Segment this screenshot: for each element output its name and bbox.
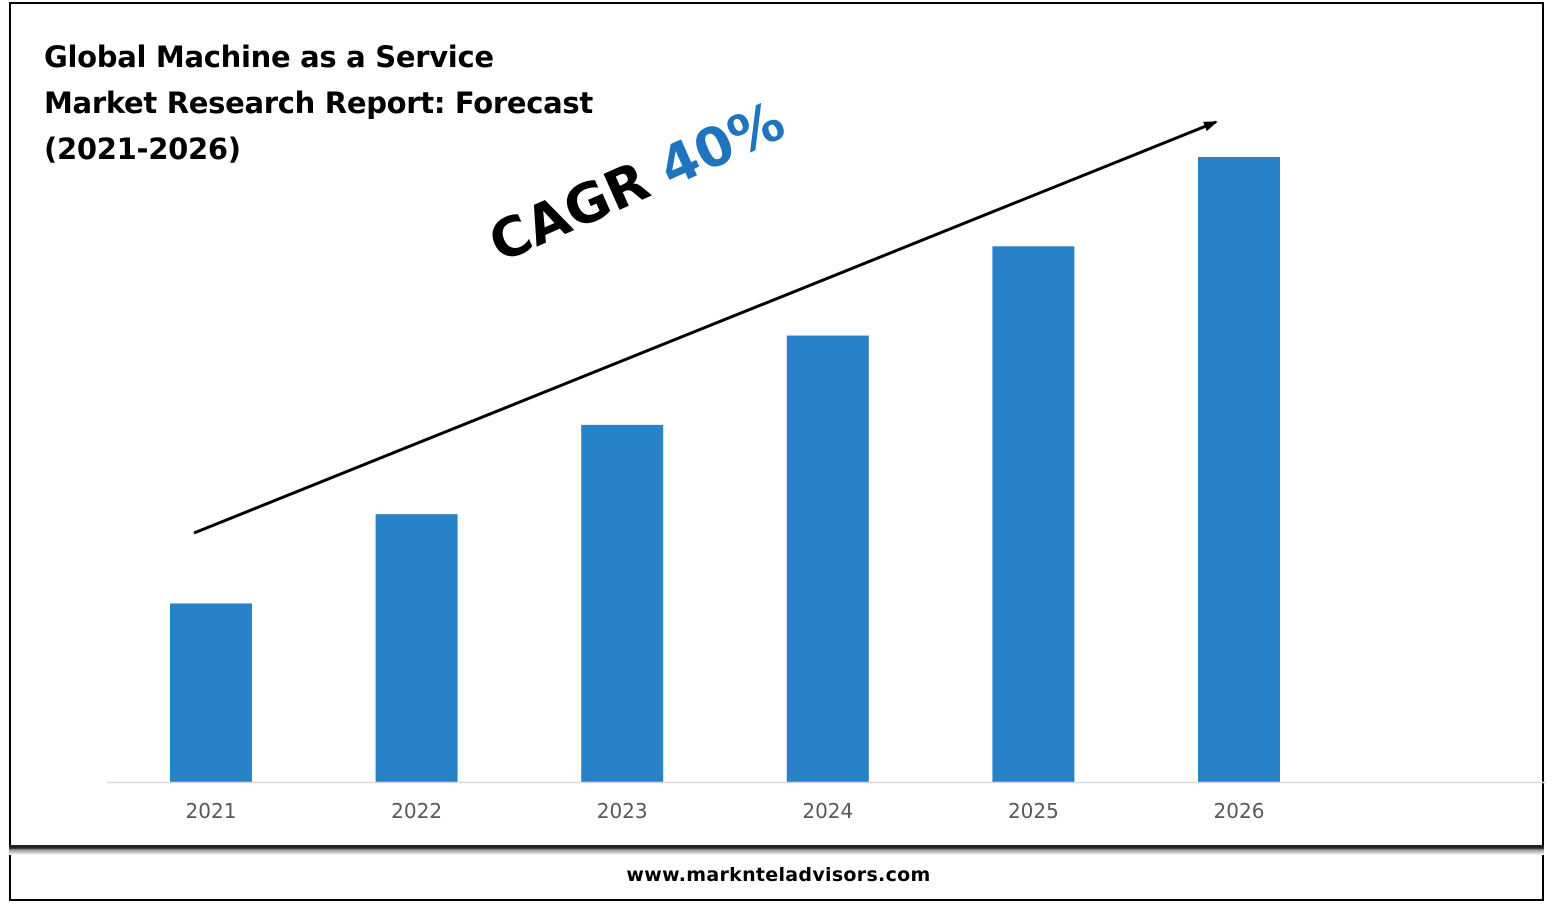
bar-2024: [786, 335, 869, 782]
bar-2022: [375, 514, 458, 782]
footer-url: www.marknteladvisors.com: [626, 864, 931, 886]
x-tick-label-2022: 2022: [391, 799, 442, 823]
x-tick-label-2021: 2021: [186, 799, 237, 823]
bar-2023: [581, 424, 664, 782]
x-tick-label-2023: 2023: [597, 799, 648, 823]
footer-divider: [9, 845, 1544, 855]
trend-arrow: [193, 120, 1218, 535]
bar-2021: [170, 603, 252, 782]
x-tick-label-2025: 2025: [1008, 799, 1059, 823]
bar-2026: [1198, 157, 1280, 782]
title-line-3: (2021-2026): [44, 132, 241, 166]
bar-2025: [992, 246, 1075, 783]
title-line-1: Global Machine as a Service: [44, 40, 494, 74]
title-line-2: Market Research Report: Forecast: [44, 86, 593, 120]
x-tick-label-2024: 2024: [802, 799, 853, 823]
x-tick-label-2026: 2026: [1214, 799, 1265, 823]
chart-title: Global Machine as a Service Market Resea…: [44, 34, 593, 172]
chart-frame: [9, 2, 1544, 901]
